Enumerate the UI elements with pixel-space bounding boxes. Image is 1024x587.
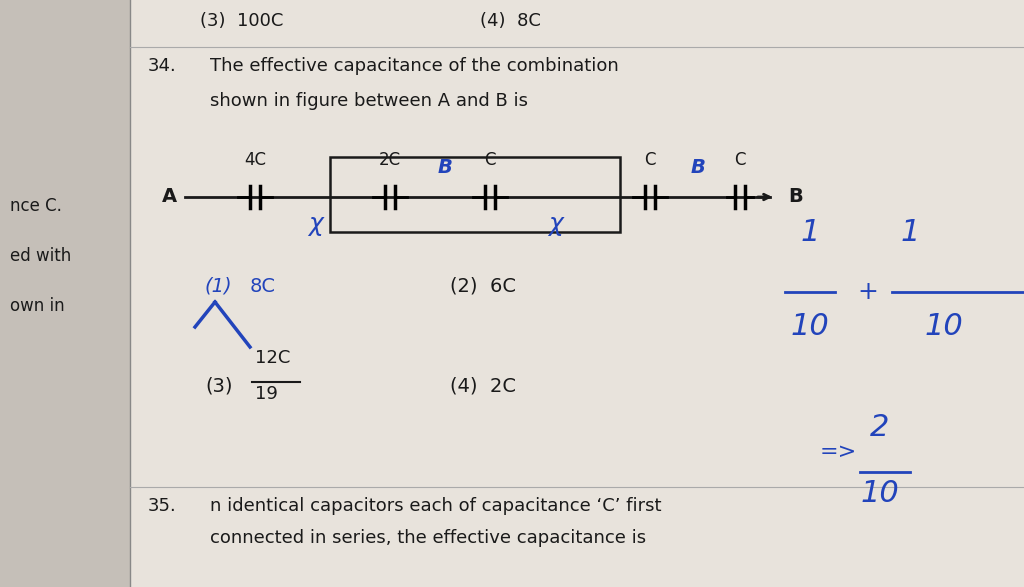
Text: nce C.: nce C. [10, 197, 61, 215]
Text: 12C: 12C [255, 349, 291, 367]
Text: (4)  8C: (4) 8C [480, 12, 541, 30]
Text: connected in series, the effective capacitance is: connected in series, the effective capac… [210, 529, 646, 547]
Text: 19: 19 [255, 385, 278, 403]
Text: shown in figure between A and B is: shown in figure between A and B is [210, 92, 528, 110]
Text: C: C [644, 151, 655, 169]
Text: n identical capacitors each of capacitance ‘C’ first: n identical capacitors each of capacitan… [210, 497, 662, 515]
Bar [0, 0, 130, 587]
Text: (1): (1) [205, 277, 232, 296]
Text: 35.: 35. [148, 497, 177, 515]
Text: 34.: 34. [148, 57, 177, 75]
Text: χ: χ [307, 212, 323, 236]
Text: 1: 1 [900, 218, 920, 247]
Text: =>: => [820, 442, 857, 462]
Text: The effective capacitance of the combination: The effective capacitance of the combina… [210, 57, 618, 75]
Text: +: + [857, 280, 879, 304]
Text: χ: χ [548, 212, 562, 236]
Text: (2)  6C: (2) 6C [450, 277, 516, 296]
Text: 2C: 2C [379, 151, 401, 169]
Text: 10: 10 [925, 312, 964, 341]
Text: 1: 1 [801, 218, 819, 247]
Text: 10: 10 [860, 479, 899, 508]
Text: B: B [437, 158, 453, 177]
Text: C: C [484, 151, 496, 169]
Text: ed with: ed with [10, 247, 72, 265]
Text: (3): (3) [205, 377, 232, 396]
Text: 8C: 8C [250, 277, 276, 296]
Text: 2: 2 [870, 413, 890, 442]
Text: B: B [788, 187, 803, 207]
Text: A: A [162, 187, 177, 207]
Text: own in: own in [10, 297, 65, 315]
Text: 10: 10 [791, 312, 829, 341]
Bar [330, 157, 620, 232]
Text: (4)  2C: (4) 2C [450, 377, 516, 396]
Text: B: B [690, 158, 706, 177]
Text: 4C: 4C [244, 151, 266, 169]
Text: (3)  100C: (3) 100C [200, 12, 284, 30]
Bar [130, 0, 1024, 587]
Text: C: C [734, 151, 745, 169]
